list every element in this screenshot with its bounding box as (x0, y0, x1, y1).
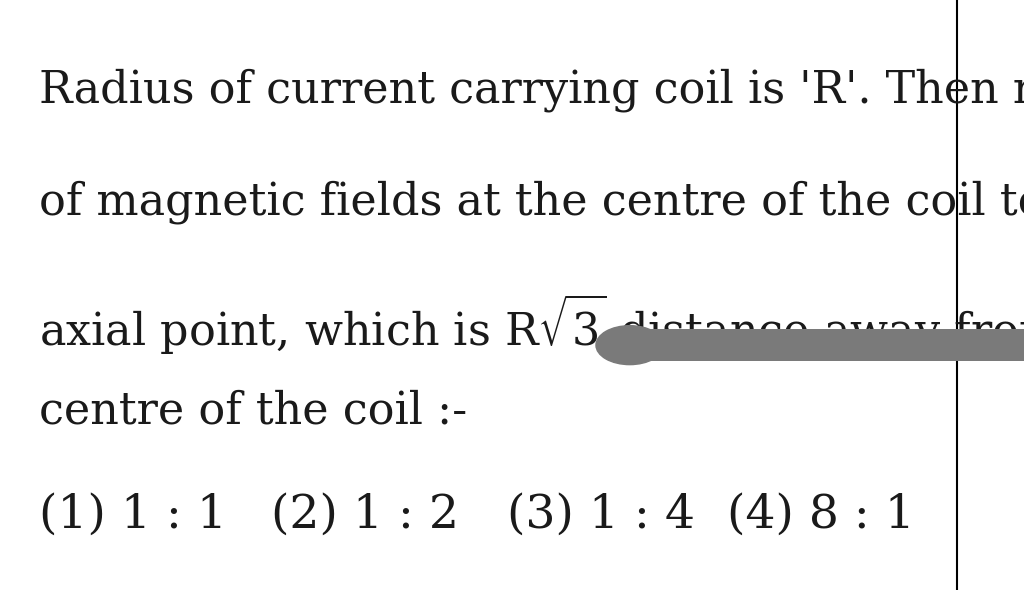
Text: (2) 1 : 2: (2) 1 : 2 (271, 493, 460, 538)
Text: of magnetic fields at the centre of the coil to the: of magnetic fields at the centre of the … (39, 180, 1024, 224)
Text: axial point, which is R$\sqrt{3}$ distance away from the: axial point, which is R$\sqrt{3}$ distan… (39, 292, 1024, 357)
Circle shape (596, 326, 664, 365)
Text: Radius of current carrying coil is 'R'. Then ratio: Radius of current carrying coil is 'R'. … (39, 68, 1024, 112)
Bar (630, 329, 1024, 361)
Text: (3) 1 : 4: (3) 1 : 4 (507, 493, 695, 538)
Text: (1) 1 : 1: (1) 1 : 1 (39, 493, 227, 538)
Text: centre of the coil :-: centre of the coil :- (39, 389, 467, 432)
Text: (4) 8 : 1: (4) 8 : 1 (727, 493, 914, 538)
